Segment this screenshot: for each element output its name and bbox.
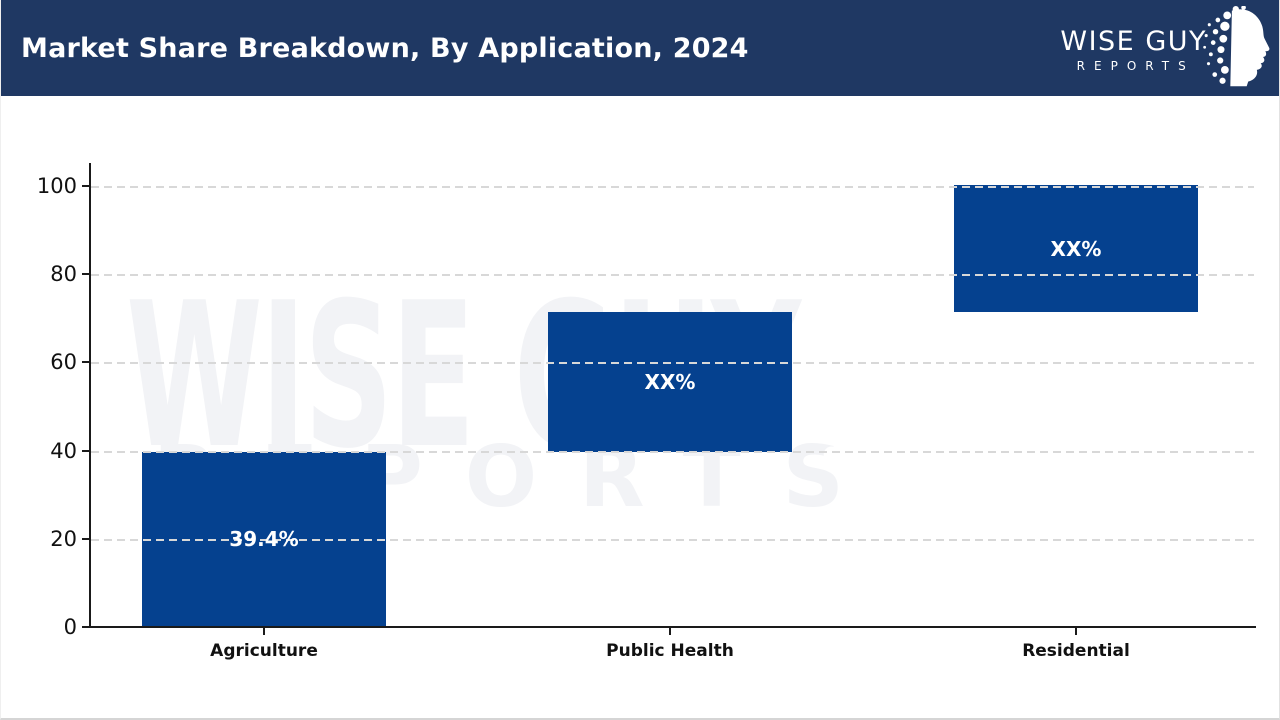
bar-residential <box>954 185 1198 312</box>
x-tick-3 <box>1075 628 1077 635</box>
chart-canvas: WISE GUY REPORTS 0 20 40 60 80 100 39.4% Agricu… <box>1 96 1279 718</box>
gridline-20 <box>91 538 1254 541</box>
y-axis-spine <box>89 163 91 628</box>
y-tick-40 <box>82 449 89 452</box>
y-tick-0 <box>82 626 89 628</box>
bar-label-1: 39.4% <box>229 527 299 552</box>
x-tick-1 <box>263 628 265 635</box>
y-tick-label-40: 40 <box>50 438 77 463</box>
y-tick-80 <box>82 273 89 276</box>
logo-name: WISE GUY <box>1060 26 1207 57</box>
gridline-40 <box>91 450 1254 453</box>
wiseguy-logo: WISE GUY REPORTS <box>1015 4 1270 94</box>
gridline-60 <box>91 362 1254 365</box>
x-category-label-2: Public Health <box>606 641 734 661</box>
x-category-label-1: Agriculture <box>210 641 318 661</box>
gridline-100 <box>91 186 1254 188</box>
logo-face-icon <box>1203 6 1270 87</box>
x-axis-line <box>89 626 1256 628</box>
y-tick-label-80: 80 <box>50 262 77 287</box>
logo-text: WISE GUY REPORTS <box>1060 26 1207 73</box>
bar-label-2: XX% <box>644 370 696 395</box>
y-tick-label-60: 60 <box>50 350 77 375</box>
y-tick-label-0: 0 <box>63 615 77 639</box>
chart-title: Market Share Breakdown, By Application, … <box>21 32 749 64</box>
y-tick-label-20: 20 <box>50 526 77 551</box>
y-tick-100 <box>82 185 89 187</box>
bar-label-3: XX% <box>1050 236 1102 261</box>
logo-tagline: REPORTS <box>1076 59 1195 73</box>
header-bar: Market Share Breakdown, By Application, … <box>1 0 1279 96</box>
y-tick-60 <box>82 361 89 364</box>
y-tick-label-100: 100 <box>36 174 77 198</box>
gridline-80 <box>91 274 1254 277</box>
bar-public-health <box>548 312 792 453</box>
y-tick-20 <box>82 537 89 540</box>
x-category-label-3: Residential <box>1022 641 1130 661</box>
x-tick-2 <box>669 628 671 635</box>
